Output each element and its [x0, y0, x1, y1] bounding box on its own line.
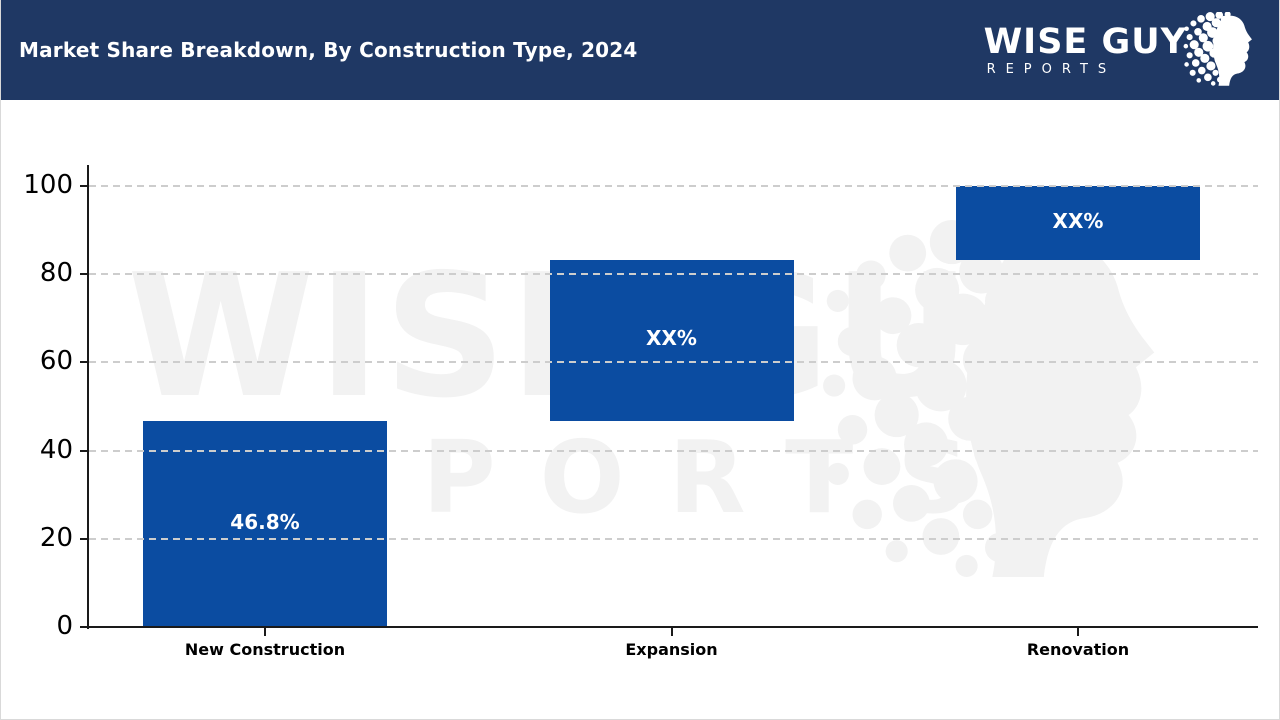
y-axis-tick-label: 100 [23, 170, 73, 200]
y-axis-tick [80, 626, 89, 628]
gridline [89, 537, 1258, 540]
x-axis-tick [264, 628, 266, 636]
bar-label-new-construction: 46.8% [230, 509, 300, 534]
y-axis-tick-label: 80 [39, 258, 73, 289]
brand-logo: WISE GUY REPORTS [984, 7, 1255, 93]
x-axis-tick [1077, 628, 1079, 636]
x-axis-line [87, 626, 1258, 628]
y-axis-tick [80, 361, 89, 364]
y-axis-tick [80, 273, 89, 276]
x-axis-tick-label-renovation: Renovation [1026, 640, 1130, 659]
y-axis-line [87, 165, 89, 629]
brand-subname: REPORTS [986, 61, 1117, 77]
bar-new-construction [143, 420, 387, 627]
brand-name: WISE GUY [983, 21, 1187, 62]
y-axis-tick-label: 60 [39, 346, 73, 377]
y-axis-tick-label: 40 [39, 434, 73, 465]
header: Market Share Breakdown, By Construction … [1, 0, 1279, 100]
gridline [89, 361, 1258, 364]
y-axis-tick [80, 185, 89, 187]
bar-label-renovation: XX% [1052, 209, 1104, 234]
bar-expansion [549, 260, 794, 421]
gridline [89, 185, 1258, 187]
y-axis-tick [80, 537, 89, 540]
y-axis-tick-label: 0 [56, 611, 73, 641]
x-axis-tick [670, 628, 673, 636]
bar-label-expansion: XX% [646, 326, 697, 351]
y-axis-tick [80, 449, 89, 452]
gridline [89, 449, 1258, 452]
y-axis-tick-label: 20 [39, 522, 73, 553]
x-axis-tick-label-expansion: Expansion [625, 640, 718, 659]
gridline [89, 273, 1258, 276]
page-title: Market Share Breakdown, By Construction … [19, 38, 638, 62]
x-axis-tick-label-new-construction: New Construction [184, 640, 346, 659]
brand-logo-text: WISE GUY REPORTS [983, 21, 1187, 77]
